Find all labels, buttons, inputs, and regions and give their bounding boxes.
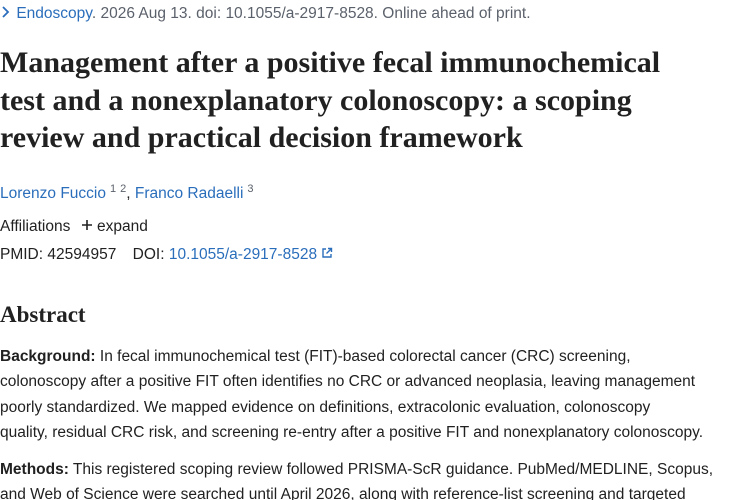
citation: Endoscopy. 2026 Aug 13. doi: 10.1055/a-2… (0, 4, 531, 24)
journal-link[interactable]: Endoscopy (16, 5, 92, 22)
title-line: test and a nonexplanatory colonoscopy: a… (0, 84, 632, 117)
affiliations-label: Affiliations (0, 218, 71, 235)
abstract-text: In fecal immunochemical test (FIT)-based… (95, 348, 631, 365)
pmid: PMID: 42594957 (0, 246, 117, 263)
plus-icon[interactable] (81, 219, 93, 231)
abstract-line: quality, residual CRC risk, and screenin… (0, 423, 703, 443)
author-link[interactable]: Franco Radaelli (134, 185, 244, 202)
identifiers: PMID: 42594957 DOI: 10.1055/a-2917-8528 (0, 245, 333, 265)
author-link[interactable]: Lorenzo Fuccio (0, 185, 106, 202)
abstract-heading: Abstract (0, 302, 86, 327)
title-line: Management after a positive fecal immuno… (0, 46, 661, 79)
citation-details: . 2026 Aug 13. doi: 10.1055/a-2917-8528.… (91, 5, 531, 22)
abstract-line: poorly standardized. We mapped evidence … (0, 398, 650, 418)
chevron-icon (2, 6, 10, 18)
abstract-line: Methods: This registered scoping review … (0, 460, 713, 480)
section-label: Background: (0, 348, 96, 365)
abstract-text: quality, residual CRC risk, and screenin… (0, 423, 704, 441)
abstract-line: Background: In fecal immunochemical test… (0, 347, 631, 367)
abstract-line: colonoscopy after a positive FIT often i… (0, 372, 695, 392)
doi-link[interactable]: 10.1055/a-2917-8528 (168, 246, 318, 263)
affiliation-ref[interactable]: 3 (247, 183, 254, 195)
abstract-text: poorly standardized. We mapped evidence … (0, 398, 651, 416)
abstract-text: This registered scoping review followed … (68, 461, 714, 478)
external-link-icon[interactable] (321, 247, 333, 259)
separator: , (126, 185, 131, 202)
expand-toggle[interactable]: expand (97, 218, 148, 235)
affiliations-row: Affiliations expand (0, 217, 148, 237)
authors: Lorenzo Fuccio 1 2, Franco Radaelli 3 (0, 179, 254, 204)
section-label: Methods: (0, 461, 69, 478)
abstract-text: and Web of Science were searched until A… (0, 486, 686, 500)
abstract-heading-wrap: Abstract (0, 302, 86, 327)
doi-label: DOI: (132, 246, 165, 263)
affiliation-ref[interactable]: 1 (109, 183, 117, 195)
abstract-text: colonoscopy after a positive FIT often i… (0, 373, 696, 391)
title-line: review and practical decision framework (0, 121, 523, 154)
abstract-line: and Web of Science were searched until A… (0, 485, 686, 500)
affiliation-ref[interactable]: 2 (120, 183, 127, 195)
